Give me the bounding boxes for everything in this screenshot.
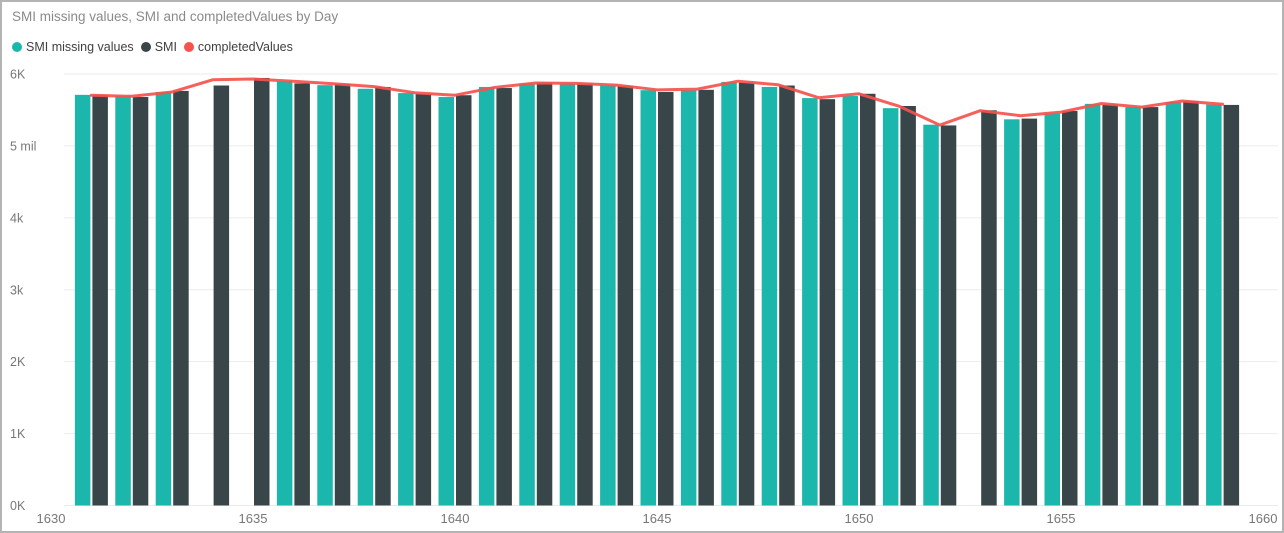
bar-smi-missing-values-1657[interactable] <box>1125 107 1141 506</box>
bar-smi-missing-values-1652[interactable] <box>923 124 939 506</box>
bar-smi-missing-values-1649[interactable] <box>802 98 818 506</box>
bar-smi-1650[interactable] <box>860 93 876 506</box>
legend-dot-icon <box>12 42 22 52</box>
bar-smi-1648[interactable] <box>779 85 795 506</box>
bar-smi-1644[interactable] <box>617 85 634 506</box>
legend-label: SMI missing values <box>26 40 134 54</box>
bar-smi-1655[interactable] <box>1062 111 1078 506</box>
bar-smi-1658[interactable] <box>1183 100 1199 506</box>
bar-smi-missing-values-1633[interactable] <box>155 91 172 506</box>
bar-smi-missing-values-1655[interactable] <box>1044 113 1061 506</box>
legend-label: completedValues <box>197 40 293 54</box>
bar-smi-1651[interactable] <box>900 106 916 506</box>
bar-smi-missing-values-1644[interactable] <box>600 85 616 506</box>
bar-smi-missing-values-1632[interactable] <box>115 95 131 506</box>
x-axis-tick-label: 1660 <box>1249 511 1278 526</box>
bar-smi-1645[interactable] <box>658 91 674 506</box>
bar-smi-missing-values-1641[interactable] <box>478 86 495 506</box>
bar-smi-1642[interactable] <box>536 82 553 506</box>
x-axis-tick-label: 1655 <box>1047 511 1076 526</box>
legend-dot-icon <box>183 42 194 52</box>
bar-smi-1646[interactable] <box>698 89 714 506</box>
bar-smi-missing-values-1639[interactable] <box>398 93 414 506</box>
bar-smi-1643[interactable] <box>577 83 593 506</box>
y-axis-tick-label: 0K <box>10 499 26 513</box>
bar-smi-missing-values-1642[interactable] <box>519 83 535 506</box>
x-axis-tick-label: 1640 <box>441 511 470 526</box>
legend-dot-icon <box>140 42 151 52</box>
y-axis-tick-label: 3k <box>10 283 24 297</box>
bar-smi-1654[interactable] <box>1021 118 1038 506</box>
y-axis-tick-label: 2K <box>10 355 26 369</box>
bar-smi-missing-values-1640[interactable] <box>438 97 455 506</box>
bar-smi-missing-values-1651[interactable] <box>882 108 899 506</box>
chart-title: SMI missing values, SMI and completedVal… <box>12 9 339 24</box>
bar-smi-1657[interactable] <box>1142 107 1159 506</box>
bar-smi-1636[interactable] <box>294 83 310 506</box>
bar-smi-1647[interactable] <box>738 82 755 506</box>
x-axis-tick-label: 1630 <box>37 511 66 526</box>
bar-smi-1640[interactable] <box>456 95 472 506</box>
bar-smi-1638[interactable] <box>375 86 391 506</box>
bar-smi-missing-values-1656[interactable] <box>1084 103 1101 506</box>
bar-smi-missing-values-1648[interactable] <box>761 86 778 506</box>
legend-item-smi[interactable]: SMI <box>140 40 177 54</box>
legend-item-completedvalues[interactable]: completedValues <box>183 40 293 54</box>
legend: SMI missing values SMI completedValues <box>12 40 300 54</box>
bar-smi-1633[interactable] <box>173 90 189 506</box>
line-completedvalues[interactable] <box>89 77 1225 127</box>
bar-smi-missing-values-1646[interactable] <box>680 90 697 506</box>
bar-smi-missing-values-1643[interactable] <box>559 83 576 506</box>
bar-smi-missing-values-1659[interactable] <box>1206 104 1222 506</box>
bar-smi-missing-values-1650[interactable] <box>842 95 859 506</box>
bar-smi-missing-values-1647[interactable] <box>721 81 737 506</box>
bar-smi-1634[interactable] <box>213 85 230 506</box>
x-axis-tick-label: 1650 <box>845 511 874 526</box>
bar-smi-1641[interactable] <box>496 88 512 506</box>
bar-smi-missing-values-1645[interactable] <box>640 90 657 506</box>
bar-smi-missing-values-1636[interactable] <box>276 81 293 506</box>
y-axis-tick-label: 5 mil <box>10 139 36 153</box>
bar-smi-1659[interactable] <box>1223 104 1240 506</box>
bar-smi-1656[interactable] <box>1102 104 1118 506</box>
bar-smi-missing-values-1631[interactable] <box>74 94 91 506</box>
bar-smi-1631[interactable] <box>92 95 108 506</box>
legend-item-smi-missing-values[interactable]: SMI missing values <box>12 40 134 54</box>
legend-label: SMI <box>154 40 177 54</box>
y-axis-tick-label: 6K <box>10 68 26 82</box>
bar-smi-1649[interactable] <box>819 99 836 506</box>
y-axis-tick-label: 4k <box>10 211 24 225</box>
x-axis-tick-label: 1635 <box>239 511 268 526</box>
bar-smi-missing-values-1658[interactable] <box>1165 102 1182 506</box>
x-axis-tick-label: 1645 <box>643 511 672 526</box>
bar-smi-1652[interactable] <box>940 125 957 506</box>
bar-smi-missing-values-1638[interactable] <box>357 88 374 506</box>
bar-smi-missing-values-1637[interactable] <box>317 85 333 506</box>
bar-smi-1632[interactable] <box>132 97 149 506</box>
bar-smi-1635[interactable] <box>254 77 270 506</box>
bar-smi-1653[interactable] <box>981 110 997 506</box>
bar-smi-missing-values-1654[interactable] <box>1004 119 1020 506</box>
bar-smi-1639[interactable] <box>415 93 432 506</box>
bar-smi-1637[interactable] <box>334 84 351 506</box>
y-axis-tick-label: 1K <box>10 427 26 441</box>
